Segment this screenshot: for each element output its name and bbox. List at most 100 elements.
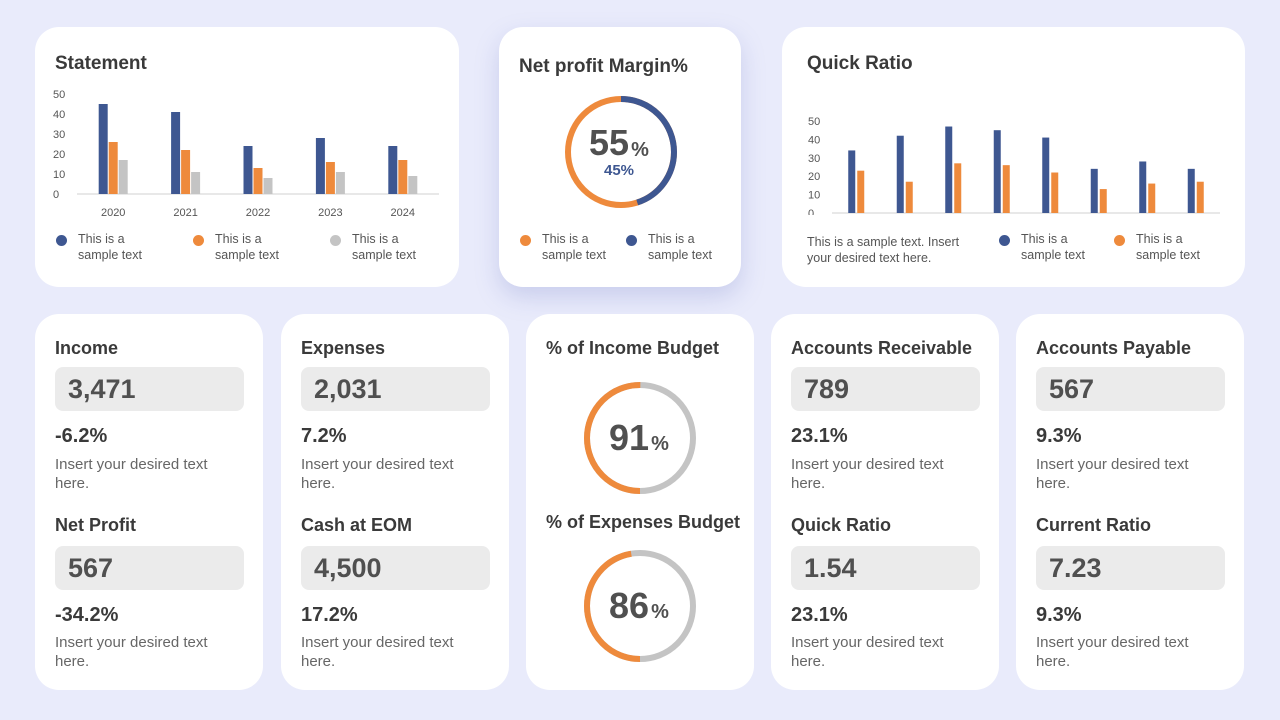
statement-title: Statement bbox=[55, 53, 147, 74]
income-change: -6.2% bbox=[55, 425, 108, 447]
expenses-budget-ring: 86 % bbox=[584, 550, 696, 662]
quick-ratio-legend-item-2: This is a sample text bbox=[1114, 231, 1226, 263]
quick-ratio-chart-title: Quick Ratio bbox=[807, 53, 913, 74]
quick-ratio-value: 1.54 bbox=[804, 553, 857, 583]
cash-eom-change: 17.2% bbox=[301, 604, 358, 626]
legend-dot-icon bbox=[193, 235, 204, 246]
legend-label: This is a sample text bbox=[1021, 232, 1085, 262]
ring-progress bbox=[584, 550, 696, 662]
bar bbox=[1187, 168, 1195, 213]
current-ratio-change: 9.3% bbox=[1036, 604, 1082, 626]
payable-card: Accounts Payable 567 9.3% Insert your de… bbox=[1016, 314, 1244, 690]
net-profit-value: 567 bbox=[68, 553, 114, 583]
cash-eom-value-box: 4,500 bbox=[301, 546, 490, 590]
expenses-card: Expenses 2,031 7.2% Insert your desired … bbox=[281, 314, 509, 690]
bar bbox=[98, 104, 108, 194]
bar bbox=[388, 146, 398, 194]
statement-chart: 50 40 30 20 10 0 2020 2021 2022 2023 2024 bbox=[53, 89, 439, 219]
statement-legend-item-2: This is a sample text bbox=[193, 231, 305, 263]
quick-ratio-legend-item-1: This is a sample text bbox=[999, 231, 1111, 263]
legend-dot-icon bbox=[330, 235, 341, 246]
x-tick-label: 2022 bbox=[246, 207, 270, 219]
cash-eom-description: Insert your desired text here. bbox=[301, 634, 454, 670]
income-card: Income 3,471 -6.2% Insert your desired t… bbox=[35, 314, 263, 690]
receivable-card: Accounts Receivable 789 23.1% Insert you… bbox=[771, 314, 999, 690]
legend-label: This is a sample text bbox=[215, 232, 279, 262]
bar bbox=[253, 168, 263, 194]
y-tick-label: 40 bbox=[53, 109, 65, 121]
quick-ratio-chart: 5040302010020172018201920202021202220232… bbox=[808, 116, 1220, 215]
bar bbox=[1042, 137, 1050, 213]
current-ratio-value: 7.23 bbox=[1049, 553, 1102, 583]
y-tick-label: 30 bbox=[53, 129, 65, 141]
ring-progress bbox=[584, 382, 696, 494]
donut-secondary-label: 45% bbox=[604, 162, 634, 179]
ring-unit: % bbox=[651, 601, 669, 623]
quick-ratio-value-box: 1.54 bbox=[791, 546, 980, 590]
net-profit-value-box: 567 bbox=[55, 546, 244, 590]
x-tick-label: 2024 bbox=[391, 207, 415, 219]
accounts-payable-value: 567 bbox=[1049, 374, 1095, 404]
y-tick-label: 30 bbox=[808, 153, 820, 165]
bar bbox=[1148, 183, 1156, 213]
income-value: 3,471 bbox=[68, 374, 136, 404]
donut-primary-number: 55 bbox=[589, 122, 629, 163]
y-tick-label: 10 bbox=[53, 169, 65, 181]
bar bbox=[1139, 161, 1147, 213]
y-tick-label: 40 bbox=[808, 134, 820, 146]
bar bbox=[1090, 168, 1098, 213]
bar bbox=[325, 162, 335, 194]
ring-unit: % bbox=[651, 433, 669, 455]
y-tick-label: 0 bbox=[53, 189, 59, 201]
donut-primary-unit: % bbox=[631, 139, 649, 161]
net-profit-card: Net profit Margin% 55 % 45% This is a sa… bbox=[499, 27, 741, 287]
accounts-receivable-change: 23.1% bbox=[791, 425, 848, 447]
quick-ratio-chart-card: Quick Ratio 5040302010020172018201920202… bbox=[782, 27, 1245, 287]
current-ratio-value-box: 7.23 bbox=[1036, 546, 1225, 590]
bar bbox=[335, 172, 345, 194]
y-tick-label: 20 bbox=[808, 171, 820, 183]
bar bbox=[263, 178, 273, 194]
legend-label: This is a sample text bbox=[542, 232, 606, 262]
cash-eom-value: 4,500 bbox=[314, 553, 382, 583]
bar bbox=[171, 112, 181, 194]
bar bbox=[905, 181, 913, 213]
accounts-receivable-value: 789 bbox=[804, 374, 850, 404]
accounts-payable-label: Accounts Payable bbox=[1036, 338, 1192, 358]
legend-label: This is a sample text bbox=[1136, 232, 1200, 262]
accounts-payable-value-box: 567 bbox=[1036, 367, 1225, 411]
bar bbox=[848, 150, 856, 213]
legend-label: This is a sample text bbox=[78, 232, 142, 262]
bar bbox=[315, 138, 325, 194]
quick-ratio-note: This is a sample text. Insert your desir… bbox=[807, 235, 960, 265]
accounts-receivable-value-box: 789 bbox=[791, 367, 980, 411]
net-profit-donut: 55 % 45% bbox=[565, 96, 677, 208]
bar bbox=[1099, 189, 1107, 213]
bar bbox=[945, 126, 953, 213]
x-tick-label: 2023 bbox=[318, 207, 342, 219]
bar bbox=[954, 163, 962, 213]
bar bbox=[1002, 165, 1010, 213]
net-profit-description: Insert your desired text here. bbox=[55, 634, 208, 670]
current-ratio-label: Current Ratio bbox=[1036, 515, 1152, 535]
y-tick-label: 0 bbox=[808, 208, 814, 215]
income-budget-ring: 91 % bbox=[584, 382, 696, 494]
ring-number: 91 bbox=[609, 417, 649, 458]
bar bbox=[896, 135, 904, 213]
quick-ratio-change: 23.1% bbox=[791, 604, 848, 626]
expenses-value-box: 2,031 bbox=[301, 367, 490, 411]
accounts-receivable-description: Insert your desired text here. bbox=[791, 456, 944, 492]
budget-card: % of Income Budget 91 % % of Expenses Bu… bbox=[526, 314, 754, 690]
legend-dot-icon bbox=[56, 235, 67, 246]
statement-legend-item-3: This is a sample text bbox=[330, 231, 442, 263]
legend-dot-icon bbox=[626, 235, 637, 246]
bar bbox=[108, 142, 118, 194]
y-tick-label: 20 bbox=[53, 149, 65, 161]
donut-blue-arc bbox=[565, 96, 677, 208]
legend-label: This is a sample text bbox=[352, 232, 416, 262]
accounts-payable-change: 9.3% bbox=[1036, 425, 1082, 447]
expenses-change: 7.2% bbox=[301, 425, 347, 447]
legend-dot-icon bbox=[999, 235, 1010, 246]
bar bbox=[191, 172, 201, 194]
expenses-label: Expenses bbox=[301, 338, 386, 358]
